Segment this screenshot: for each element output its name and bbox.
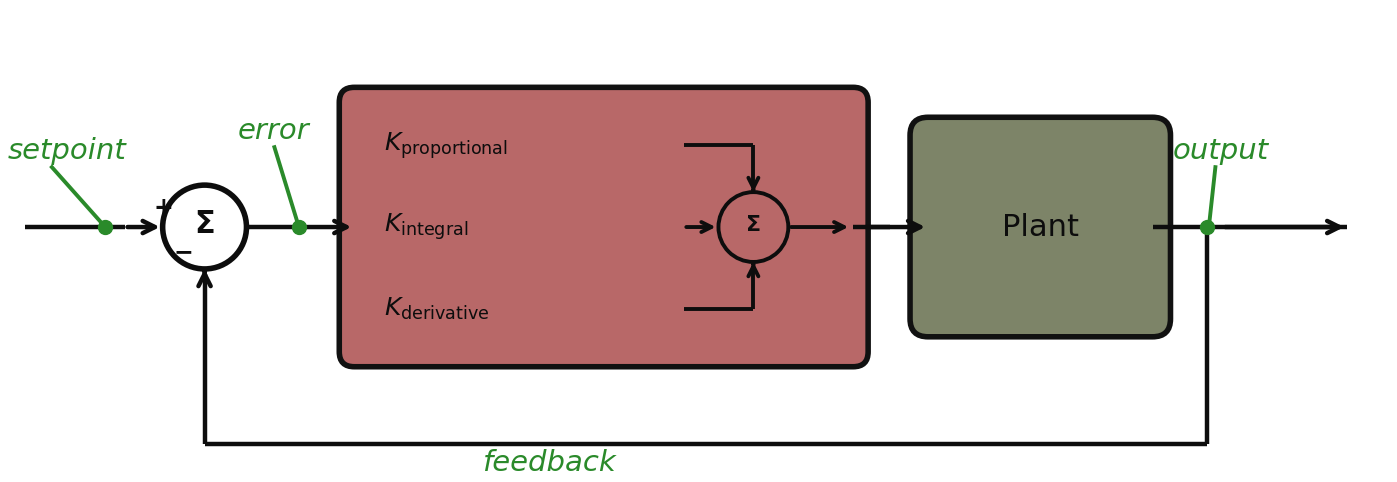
Text: $K_{\mathrm{proportional}}$: $K_{\mathrm{proportional}}$ (384, 130, 509, 161)
Text: Σ: Σ (194, 210, 215, 239)
Text: −: − (173, 240, 193, 264)
FancyBboxPatch shape (909, 117, 1171, 337)
Text: +: + (154, 196, 173, 220)
Text: feedback: feedback (482, 450, 616, 478)
Text: Σ: Σ (746, 215, 761, 235)
Circle shape (718, 192, 788, 262)
Text: $K_{\mathrm{derivative}}$: $K_{\mathrm{derivative}}$ (384, 296, 489, 322)
Text: $K_{\mathrm{integral}}$: $K_{\mathrm{integral}}$ (384, 212, 468, 242)
Text: Plant: Plant (1002, 213, 1078, 241)
Text: output: output (1172, 137, 1268, 165)
Text: setpoint: setpoint (8, 137, 127, 165)
Text: error: error (237, 117, 309, 145)
FancyBboxPatch shape (339, 87, 868, 367)
Circle shape (162, 185, 246, 269)
